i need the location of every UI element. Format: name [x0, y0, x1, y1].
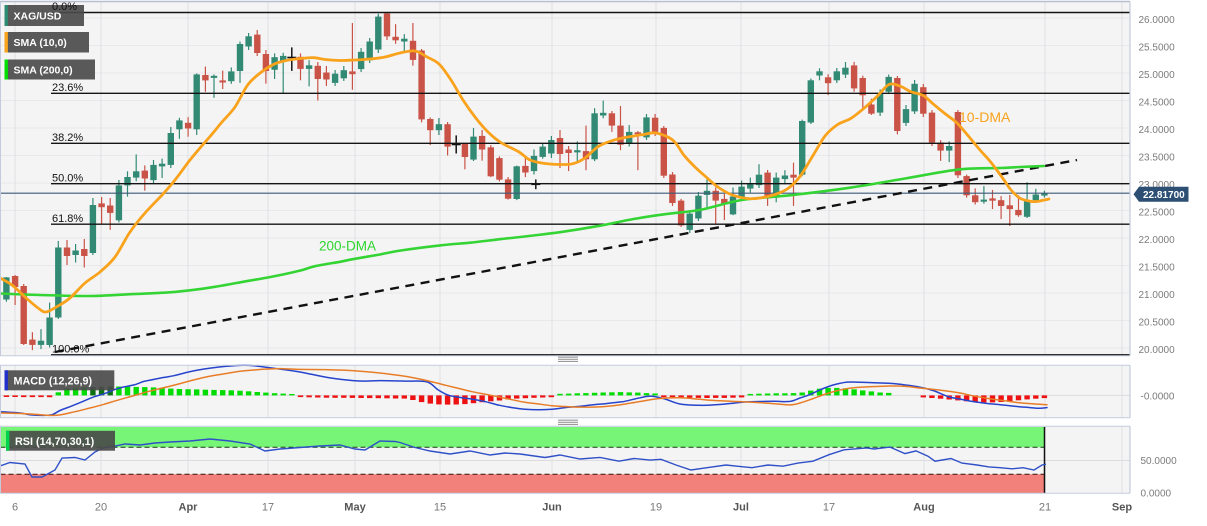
svg-text:6: 6: [12, 502, 18, 514]
svg-text:24.0000: 24.0000: [1139, 125, 1176, 136]
svg-text:24.5000: 24.5000: [1139, 98, 1176, 109]
svg-text:23.0000: 23.0000: [1139, 180, 1176, 191]
svg-text:Jun: Jun: [542, 502, 562, 514]
svg-text:21.0000: 21.0000: [1139, 290, 1176, 301]
svg-text:Apr: Apr: [179, 502, 199, 514]
svg-text:May: May: [344, 502, 366, 514]
svg-text:61.8%: 61.8%: [52, 213, 83, 225]
svg-text:10-DMA: 10-DMA: [959, 109, 1011, 125]
svg-text:21: 21: [1039, 502, 1051, 514]
svg-text:-0.0000: -0.0000: [1141, 392, 1175, 403]
svg-text:50.0000: 50.0000: [1141, 456, 1178, 467]
svg-text:XAG/USD: XAG/USD: [14, 11, 62, 23]
svg-text:RSI (14,70,30,1): RSI (14,70,30,1): [15, 436, 95, 448]
svg-text:0.0000: 0.0000: [1141, 489, 1172, 500]
svg-text:17: 17: [262, 502, 274, 514]
svg-text:19: 19: [650, 502, 662, 514]
svg-text:200-DMA: 200-DMA: [319, 239, 376, 254]
svg-text:MACD (12,26,9): MACD (12,26,9): [14, 375, 93, 387]
svg-text:38.2%: 38.2%: [52, 132, 83, 144]
svg-text:22.0000: 22.0000: [1139, 235, 1176, 246]
svg-text:Jul: Jul: [733, 502, 749, 514]
svg-text:26.0000: 26.0000: [1139, 15, 1176, 26]
svg-text:50.0%: 50.0%: [52, 173, 83, 185]
svg-text:25.5000: 25.5000: [1139, 43, 1176, 54]
svg-text:100.0%: 100.0%: [52, 344, 90, 356]
svg-text:20.5000: 20.5000: [1139, 318, 1176, 329]
svg-text:22.5000: 22.5000: [1139, 208, 1176, 219]
svg-text:21.5000: 21.5000: [1139, 263, 1176, 274]
svg-text:22.81700: 22.81700: [1143, 190, 1185, 201]
svg-text:25.0000: 25.0000: [1139, 70, 1176, 81]
svg-text:17: 17: [823, 502, 835, 514]
svg-text:SMA (200,0): SMA (200,0): [14, 65, 73, 77]
svg-text:Aug: Aug: [913, 502, 934, 514]
svg-text:Sep: Sep: [1112, 502, 1132, 514]
svg-text:SMA (10,0): SMA (10,0): [14, 37, 67, 49]
svg-text:0.0%: 0.0%: [52, 1, 77, 13]
svg-text:20: 20: [95, 502, 107, 514]
svg-text:20.0000: 20.0000: [1139, 345, 1176, 356]
svg-text:23.5000: 23.5000: [1139, 153, 1176, 164]
svg-text:23.6%: 23.6%: [52, 82, 83, 94]
svg-text:15: 15: [434, 502, 446, 514]
